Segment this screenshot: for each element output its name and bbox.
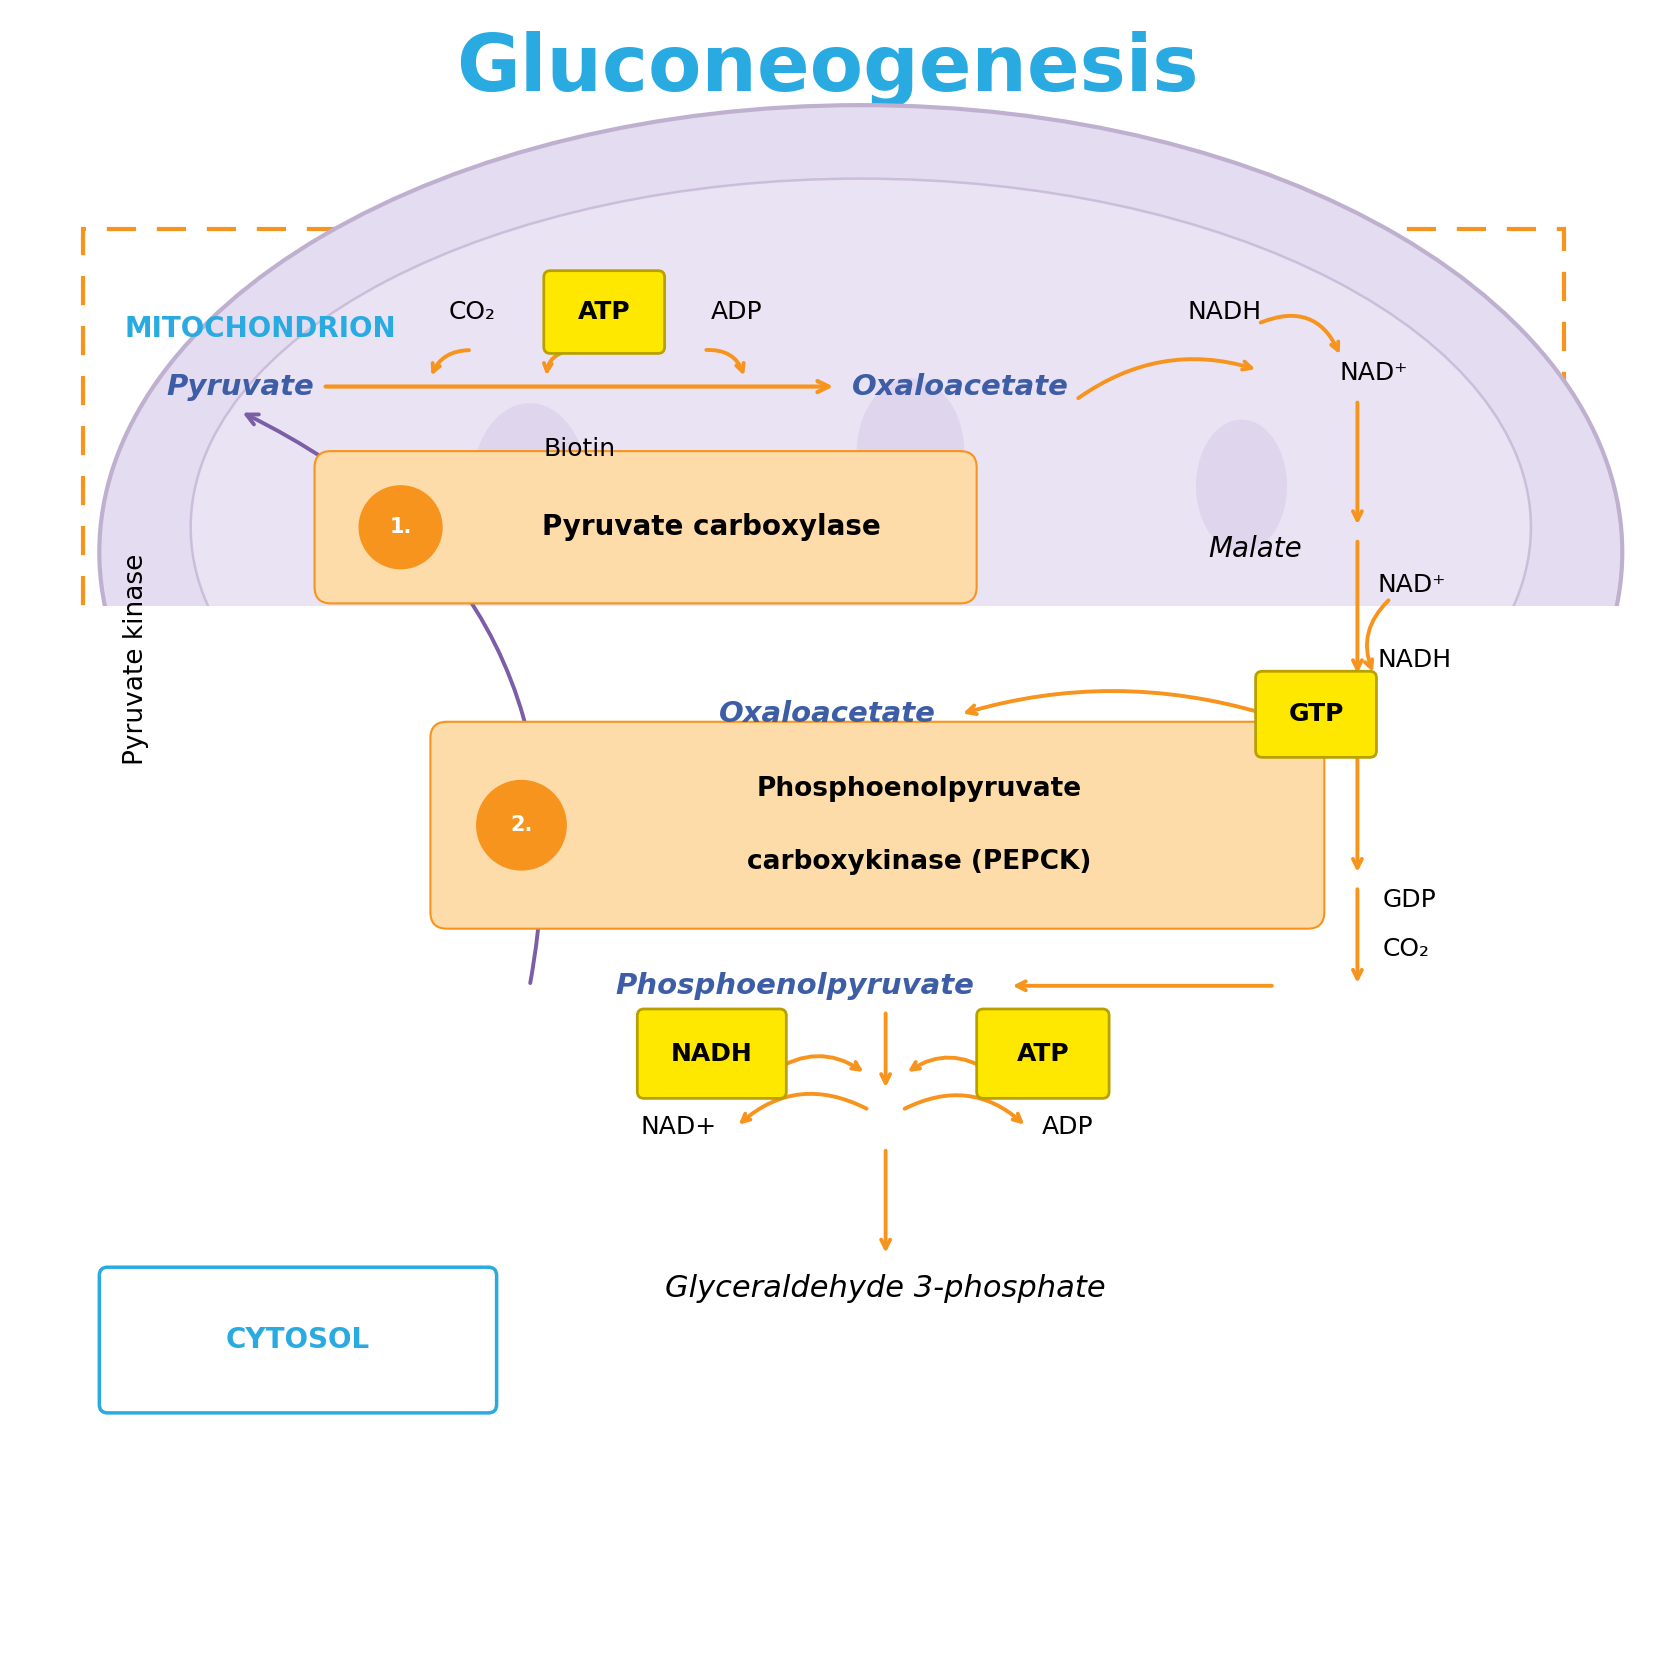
Text: Glyceraldehyde 3-phosphate: Glyceraldehyde 3-phosphate [665, 1274, 1105, 1304]
FancyBboxPatch shape [430, 722, 1324, 929]
Ellipse shape [472, 403, 588, 568]
Text: NADH: NADH [1189, 300, 1262, 323]
FancyBboxPatch shape [637, 1009, 787, 1099]
Text: Oxaloacetate: Oxaloacetate [718, 700, 937, 728]
Text: ATP: ATP [578, 300, 630, 323]
Text: Oxaloacetate: Oxaloacetate [852, 372, 1069, 400]
Circle shape [358, 485, 442, 568]
Ellipse shape [1195, 420, 1287, 552]
Text: Malate: Malate [1209, 535, 1302, 563]
Text: NAD+: NAD+ [640, 1115, 717, 1139]
Text: NADH: NADH [1377, 648, 1452, 672]
Text: Phosphoenolpyruvate: Phosphoenolpyruvate [615, 972, 974, 1000]
Text: ADP: ADP [710, 300, 762, 323]
FancyBboxPatch shape [315, 452, 977, 603]
Text: Pyruvate kinase: Pyruvate kinase [123, 553, 148, 765]
Text: Pyruvate carboxylase: Pyruvate carboxylase [542, 513, 882, 542]
Text: Gluconeogenesis: Gluconeogenesis [457, 30, 1199, 107]
Text: carboxykinase (PEPCK): carboxykinase (PEPCK) [747, 849, 1090, 875]
Text: Pyruvate: Pyruvate [167, 372, 313, 400]
Text: NAD⁺: NAD⁺ [1377, 573, 1445, 597]
Text: CO₂: CO₂ [1382, 937, 1429, 962]
Bar [50, 607, 1667, 1579]
Ellipse shape [857, 378, 964, 527]
Text: CO₂: CO₂ [448, 300, 495, 323]
Circle shape [477, 780, 567, 870]
Bar [83, 230, 1564, 1570]
FancyBboxPatch shape [1255, 672, 1377, 757]
FancyBboxPatch shape [543, 270, 665, 353]
Text: Phosphoenolpyruvate: Phosphoenolpyruvate [757, 775, 1082, 802]
Text: x2: x2 [1589, 752, 1657, 800]
Text: ATP: ATP [1017, 1042, 1069, 1065]
Ellipse shape [100, 105, 1622, 999]
Text: Biotin: Biotin [543, 437, 615, 462]
Text: NADH: NADH [670, 1042, 753, 1065]
Text: 1.: 1. [390, 517, 412, 537]
Text: MITOCHONDRION: MITOCHONDRION [123, 315, 395, 343]
Text: GDP: GDP [1382, 889, 1435, 912]
Text: CYTOSOL: CYTOSOL [227, 1325, 370, 1354]
Bar [50, 677, 1667, 1587]
Text: ADP: ADP [1042, 1115, 1094, 1139]
FancyBboxPatch shape [100, 1267, 497, 1414]
Text: NAD⁺: NAD⁺ [1340, 362, 1409, 385]
Ellipse shape [190, 178, 1530, 875]
FancyBboxPatch shape [977, 1009, 1109, 1099]
Text: 2.: 2. [510, 815, 533, 835]
Text: GTP: GTP [1289, 702, 1344, 727]
